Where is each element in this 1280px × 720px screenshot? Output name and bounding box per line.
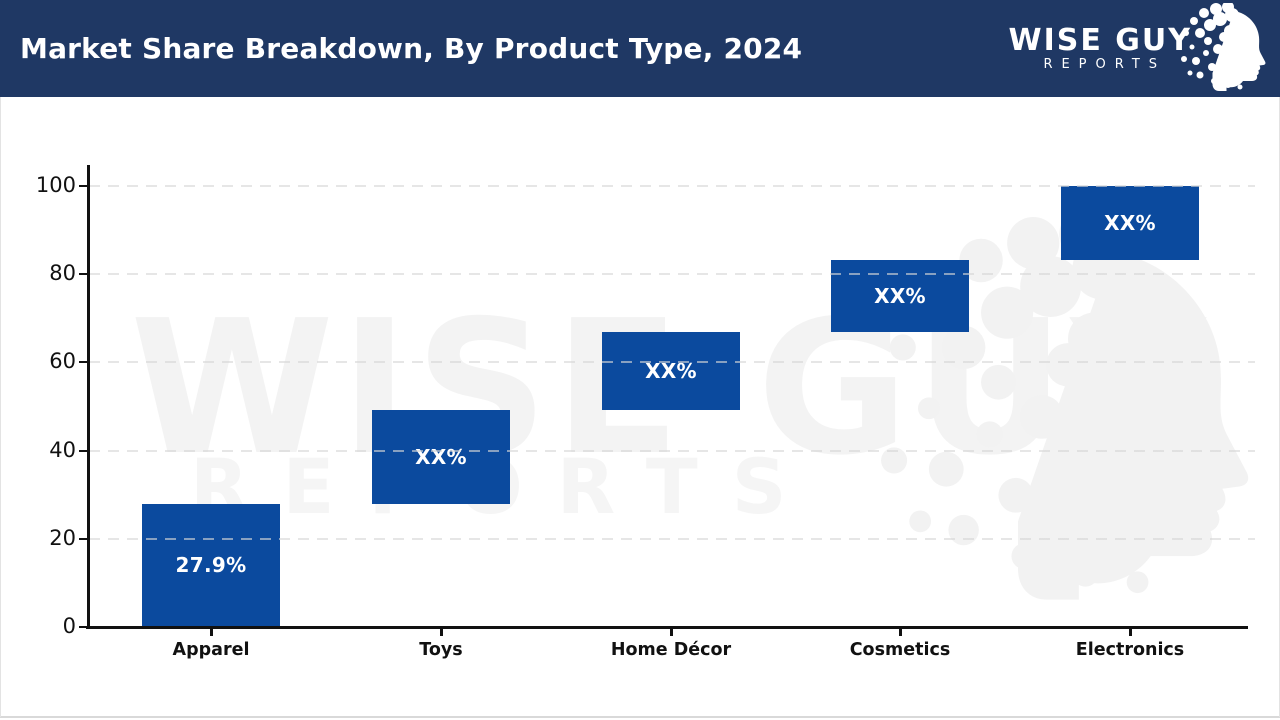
- bar-electronics: XX%: [1061, 186, 1199, 261]
- x-tick-mark: [439, 629, 443, 636]
- x-category-label: Apparel: [172, 640, 250, 660]
- x-tick-mark: [669, 629, 673, 636]
- plot-area: WISE GUY REPORTS 02040608010027.9%Appare…: [0, 97, 1280, 717]
- x-tick-mark: [209, 629, 213, 636]
- y-tick-mark: [79, 449, 88, 452]
- logo-subtitle: REPORTS: [1043, 56, 1167, 72]
- gridline-40: [89, 449, 1255, 452]
- gridline-20: [89, 537, 1255, 540]
- y-tick-mark: [79, 537, 88, 540]
- y-tick-label: 100: [35, 173, 76, 197]
- logo-text: WISE GUY REPORTS: [1008, 22, 1192, 73]
- x-tick-mark: [1128, 629, 1132, 636]
- gridline-80: [89, 273, 1255, 276]
- x-category-label: Electronics: [1075, 640, 1185, 660]
- bar-value-label: XX%: [874, 284, 926, 309]
- y-tick-label: 40: [49, 437, 76, 462]
- left-hairline: [0, 97, 1, 717]
- header-bar: Market Share Breakdown, By Product Type,…: [0, 0, 1280, 97]
- logo: WISE GUY REPORTS: [1008, 2, 1280, 95]
- bar-apparel: 27.9%: [142, 503, 280, 627]
- y-tick-label: 80: [49, 261, 76, 286]
- gridline-60: [89, 361, 1255, 364]
- y-axis-line: [87, 165, 90, 627]
- x-category-label: Cosmetics: [849, 640, 951, 660]
- chart-title: Market Share Breakdown, By Product Type,…: [20, 32, 803, 65]
- bar-cosmetics: XX%: [831, 260, 969, 332]
- bar-value-label: 27.9%: [175, 553, 247, 578]
- y-tick-label: 0: [62, 614, 76, 638]
- x-tick-mark: [898, 629, 902, 636]
- logo-wordmark: WISE GUY: [1008, 22, 1192, 58]
- gridline-100: [89, 185, 1255, 187]
- y-tick-mark: [79, 185, 88, 187]
- bar-toys: XX%: [372, 410, 510, 504]
- x-axis-line: [86, 626, 1248, 629]
- y-tick-mark: [79, 273, 88, 276]
- x-category-label: Home Décor: [610, 640, 732, 660]
- bar-value-label: XX%: [1104, 211, 1156, 236]
- bar-home-d-cor: XX%: [602, 331, 740, 411]
- y-tick-label: 60: [49, 349, 76, 374]
- x-category-label: Toys: [419, 640, 463, 660]
- y-tick-label: 20: [49, 525, 76, 550]
- y-tick-mark: [79, 361, 88, 364]
- bottom-hairline: [0, 716, 1280, 718]
- y-tick-mark: [79, 626, 88, 628]
- bar-value-label: XX%: [415, 445, 467, 470]
